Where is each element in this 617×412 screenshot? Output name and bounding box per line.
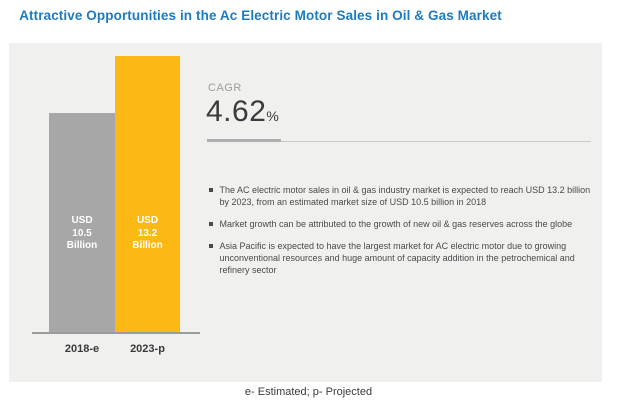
- bar-value-unit: Billion: [132, 240, 163, 251]
- bullet-text: Asia Pacific is expected to have the lar…: [219, 241, 575, 275]
- bullet-list: The AC electric motor sales in oil & gas…: [207, 184, 599, 286]
- bar-value-number: 13.2: [137, 227, 158, 239]
- bar-value-label-2023p: USD 13.2 Billion: [115, 215, 180, 253]
- page-title: Attractive Opportunities in the Ac Elect…: [19, 8, 502, 23]
- cagr-value-row: 4.62%: [206, 95, 279, 129]
- chart-panel: USD 10.5 Billion USD 13.2 Billion 2018-e…: [9, 43, 602, 382]
- x-axis-label-2023p: 2023-p: [130, 343, 165, 355]
- cagr-label: CAGR: [208, 82, 242, 94]
- bar-value-currency: USD: [71, 215, 93, 226]
- bullet-square-icon: [209, 222, 213, 226]
- bullet-text: The AC electric motor sales in oil & gas…: [219, 185, 591, 207]
- cagr-percent-sign: %: [266, 108, 279, 124]
- divider-line-dark-segment: [207, 139, 281, 142]
- bullet-text: Market growth can be attributed to the g…: [219, 219, 573, 229]
- bar-2018e: [49, 113, 115, 334]
- bar-value-unit: Billion: [66, 240, 98, 251]
- divider-line: [207, 139, 591, 142]
- bar-2023p: [115, 56, 180, 334]
- cagr-value: 4.62: [206, 95, 267, 128]
- bullet-item: Market growth can be attributed to the g…: [207, 218, 599, 230]
- bullet-square-icon: [209, 244, 213, 248]
- bullet-item: The AC electric motor sales in oil & gas…: [207, 184, 599, 208]
- bullet-square-icon: [209, 188, 213, 192]
- x-axis-label-2018e: 2018-e: [64, 343, 100, 355]
- footnote: e- Estimated; p- Projected: [244, 386, 373, 398]
- bar-value-number: 10.5: [72, 227, 92, 239]
- bullet-item: Asia Pacific is expected to have the lar…: [207, 240, 599, 276]
- x-axis-line: [32, 332, 200, 334]
- bar-value-currency: USD: [136, 215, 159, 226]
- divider-line-light-segment: [207, 141, 591, 142]
- bar-value-label-2018e: USD 10.5 Billion: [49, 215, 115, 253]
